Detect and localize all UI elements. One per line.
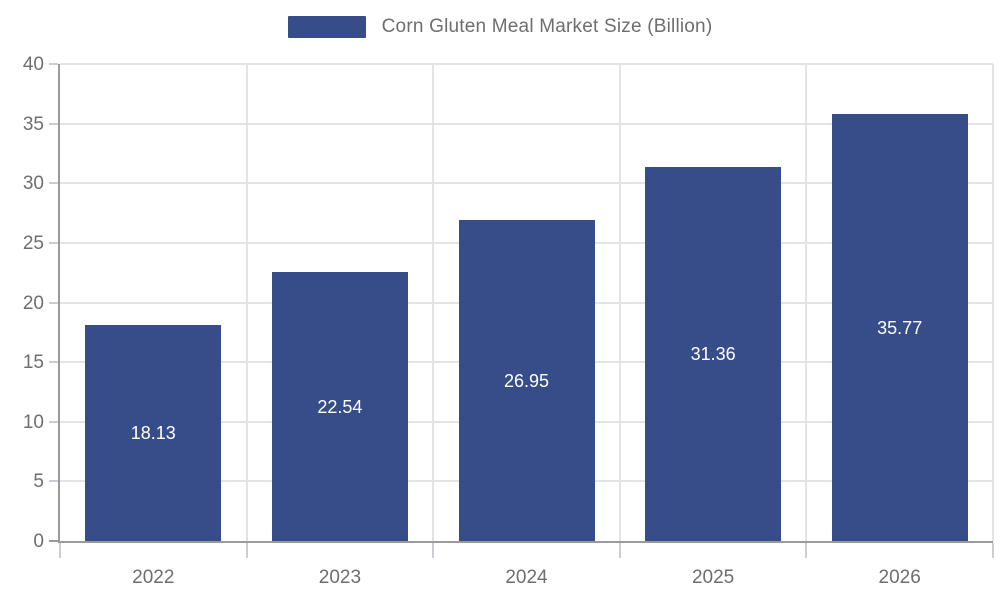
x-axis-tick [992, 543, 994, 558]
y-axis-label: 25 [22, 232, 44, 254]
x-axis-label-2022: 2022 [132, 567, 175, 588]
y-gridline [60, 182, 993, 185]
x-gridline [245, 64, 248, 541]
x-axis-label-2024: 2024 [505, 567, 548, 588]
y-axis-label: 5 [33, 471, 44, 493]
y-axis-tick [49, 361, 58, 364]
x-axis-tick [245, 543, 248, 558]
x-axis-tick [618, 543, 621, 558]
legend[interactable]: Corn Gluten Meal Market Size (Billion) [0, 16, 1000, 38]
x-axis-tick [805, 543, 808, 558]
y-axis-tick [49, 420, 58, 423]
x-axis-label-2026: 2026 [878, 567, 921, 588]
y-axis-label: 40 [22, 54, 44, 75]
x-axis-tick [59, 543, 61, 558]
bar-2023 [271, 272, 408, 541]
x-axis-label-2025: 2025 [691, 567, 735, 588]
y-axis-tick [49, 540, 58, 542]
plot-area: 0 5 10 15 20 25 30 35 40 18.13 2022 22.54 2023 26.95 2… [23, 55, 994, 587]
y-axis-label: 20 [22, 292, 44, 314]
x-gridline [432, 64, 435, 541]
bar-value-label: 31.36 [690, 344, 736, 364]
bar-2025 [645, 167, 782, 541]
y-axis-label: 0 [33, 531, 44, 552]
bar-value-label: 26.95 [503, 370, 550, 391]
y-axis-tick [49, 63, 58, 65]
x-gridline [992, 64, 994, 541]
y-axis-label: 35 [22, 113, 44, 135]
bar-2026 [831, 114, 968, 541]
y-axis-line [58, 64, 60, 541]
bar-value-label: 18.13 [130, 423, 176, 443]
y-axis-tick [49, 241, 58, 244]
bar-value-label: 35.77 [877, 317, 923, 338]
x-gridline [805, 64, 808, 541]
bar-2024 [458, 220, 595, 541]
bar-2022 [85, 325, 222, 541]
legend-label: Corn Gluten Meal Market Size (Billion) [381, 16, 713, 37]
legend-swatch [287, 16, 366, 38]
y-axis-label: 15 [22, 352, 44, 374]
y-gridline [60, 63, 993, 65]
y-axis-tick [49, 182, 58, 185]
x-axis-line [58, 541, 993, 543]
y-axis-tick [49, 480, 58, 483]
y-axis-tick [49, 122, 58, 125]
x-gridline [618, 64, 621, 541]
y-gridline [60, 122, 993, 125]
y-axis-label: 10 [22, 411, 44, 433]
y-axis-label: 30 [22, 173, 44, 195]
x-axis-label-2023: 2023 [318, 567, 362, 588]
y-axis-tick [49, 301, 58, 304]
bar-value-label: 22.54 [317, 396, 363, 417]
x-axis-tick [432, 543, 435, 558]
